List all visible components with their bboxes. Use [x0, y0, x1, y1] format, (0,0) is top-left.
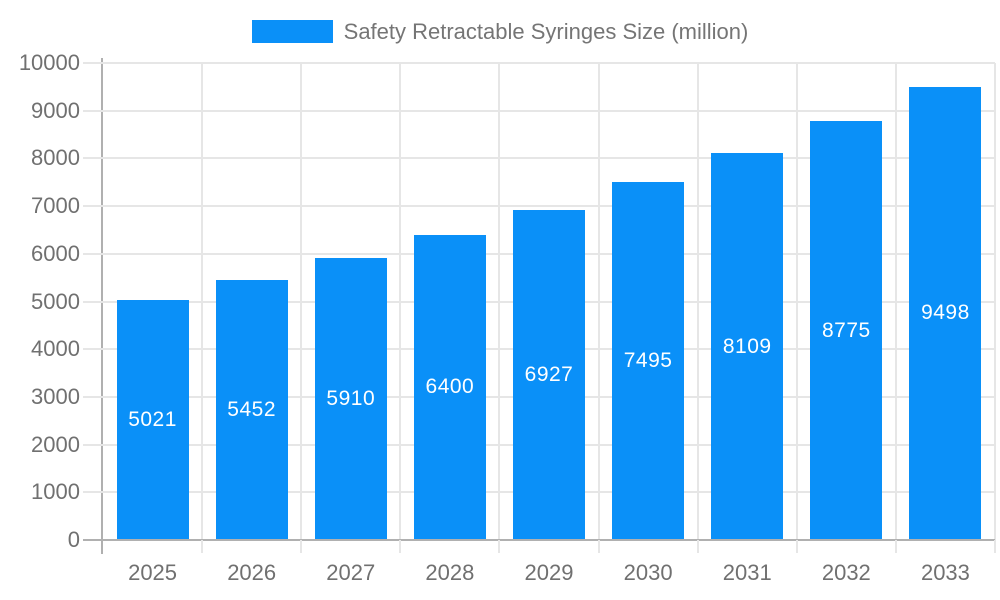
gridline-h-7000	[103, 205, 995, 208]
y-tick-5000	[83, 300, 103, 303]
x-axis-label-2025: 2025	[128, 560, 178, 585]
legend[interactable]: Safety Retractable Syringes Size (millio…	[0, 20, 1000, 43]
bar-value-label: 6927	[524, 362, 574, 386]
x-tick-4	[498, 540, 501, 553]
bar-2033[interactable]: 9498	[909, 86, 982, 540]
x-tick-5	[597, 540, 600, 553]
bar-value-label: 8775	[821, 318, 871, 342]
bar-2028[interactable]: 6400	[413, 234, 486, 540]
gridline-h-8000	[103, 157, 995, 160]
gridline-v-5	[597, 63, 600, 540]
y-axis-label-8000: 8000	[31, 145, 80, 171]
y-axis-label-3000: 3000	[31, 383, 80, 409]
bar-value-label: 6400	[425, 375, 475, 399]
y-axis-label-1000: 1000	[31, 479, 80, 505]
x-axis-line	[83, 539, 995, 541]
gridline-v-1	[201, 63, 204, 540]
x-axis-label-2029: 2029	[524, 560, 574, 585]
y-axis-label-2000: 2000	[31, 431, 80, 457]
bar-2027[interactable]: 5910	[314, 258, 387, 540]
bar-value-label: 7495	[623, 349, 673, 373]
y-axis-label-10000: 10000	[18, 50, 80, 75]
bar-2029[interactable]: 6927	[513, 209, 585, 540]
plot-area: 5021 5452 5910 6400 6927 7495 8109 8775 9498	[103, 62, 996, 540]
gridline-v-9	[994, 63, 996, 540]
bar-2032[interactable]: 8775	[810, 121, 883, 540]
y-axis-label-9000: 9000	[31, 97, 80, 123]
bar-value-label: 5452	[227, 397, 277, 421]
legend-swatch	[251, 20, 333, 43]
gridline-v-8	[894, 63, 897, 540]
legend-label: Safety Retractable Syringes Size (millio…	[343, 19, 749, 44]
x-tick-6	[696, 540, 699, 553]
x-tick-8	[894, 540, 897, 553]
gridline-v-7	[795, 63, 798, 540]
bar-value-label: 9498	[921, 301, 970, 325]
bar-2025[interactable]: 5021	[116, 300, 189, 540]
bar-2026[interactable]: 5452	[215, 279, 288, 540]
x-axis-label-2028: 2028	[425, 560, 475, 585]
y-axis-line	[101, 58, 103, 554]
x-tick-1	[201, 540, 204, 553]
x-tick-3	[399, 540, 402, 553]
gridline-v-2	[300, 63, 303, 540]
x-axis-label-2027: 2027	[326, 560, 376, 585]
bar-2030[interactable]: 7495	[612, 182, 685, 540]
x-axis-label-2026: 2026	[227, 560, 277, 585]
x-axis-label-2032: 2032	[821, 560, 871, 585]
x-tick-7	[795, 540, 798, 553]
x-axis-label-2033: 2033	[920, 560, 970, 585]
y-tick-1000	[83, 491, 103, 494]
y-tick-8000	[83, 157, 103, 160]
x-tick-2	[300, 540, 303, 553]
y-tick-2000	[83, 443, 103, 446]
y-tick-3000	[83, 395, 103, 398]
gridline-v-6	[696, 63, 699, 540]
bar-2031[interactable]: 8109	[711, 153, 784, 540]
bar-value-label: 8109	[722, 334, 772, 358]
y-axis-label-5000: 5000	[31, 288, 80, 314]
gridline-h-9000	[103, 109, 995, 112]
x-axis-label-2030: 2030	[623, 560, 673, 585]
x-tick-9	[994, 540, 996, 553]
x-axis-label-2031: 2031	[722, 560, 772, 585]
y-tick-6000	[83, 252, 103, 255]
y-tick-4000	[83, 348, 103, 351]
gridline-h-10000	[103, 62, 995, 64]
y-axis-label-6000: 6000	[31, 240, 80, 266]
y-axis-label-0: 0	[67, 527, 80, 552]
bar-value-label: 5910	[326, 387, 376, 411]
gridline-v-3	[399, 63, 402, 540]
y-axis-label-4000: 4000	[31, 336, 80, 362]
y-tick-10000	[83, 62, 103, 64]
gridline-v-4	[498, 63, 501, 540]
y-tick-7000	[83, 205, 103, 208]
y-tick-9000	[83, 109, 103, 112]
bar-value-label: 5021	[128, 408, 177, 432]
y-axis-label-7000: 7000	[31, 193, 80, 219]
